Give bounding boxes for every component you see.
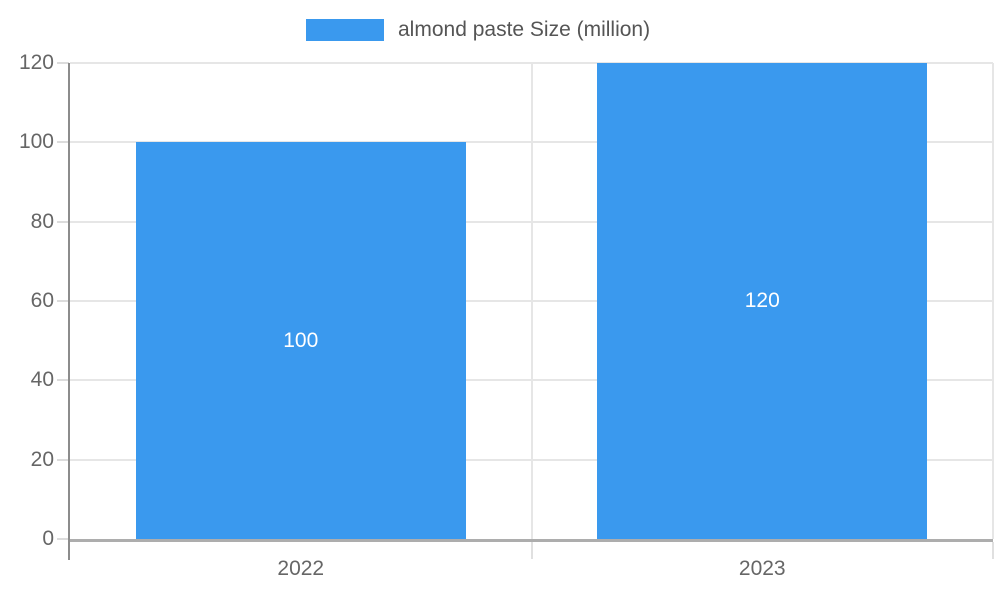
y-axis-tick bbox=[57, 379, 69, 382]
x-axis-line bbox=[70, 539, 993, 542]
bar-value-label: 120 bbox=[744, 289, 780, 312]
y-axis-tick bbox=[57, 538, 69, 540]
legend: almond paste Size (million) bbox=[306, 18, 650, 42]
y-axis-tick-label: 80 bbox=[30, 209, 54, 233]
x-axis-tick bbox=[530, 542, 533, 559]
bar-2023: 120 bbox=[597, 63, 928, 539]
x-axis-category-label: 2023 bbox=[738, 557, 786, 580]
y-axis-tick-label: 60 bbox=[30, 289, 54, 312]
y-axis-tick-label: 0 bbox=[42, 527, 54, 550]
y-axis-tick bbox=[57, 300, 69, 302]
y-axis-tick bbox=[57, 62, 69, 64]
y-axis-tick bbox=[57, 141, 69, 144]
y-axis-tick-label: 120 bbox=[18, 51, 54, 74]
v-gridline bbox=[992, 63, 994, 539]
legend-swatch bbox=[306, 19, 384, 41]
bar-value-label: 100 bbox=[283, 328, 319, 352]
legend-label: almond paste Size (million) bbox=[398, 18, 651, 41]
v-gridline bbox=[530, 63, 533, 539]
y-axis-line bbox=[68, 63, 70, 560]
y-axis-tick-label: 40 bbox=[30, 368, 54, 392]
y-axis-tick-label: 100 bbox=[18, 130, 54, 154]
bar-2022: 100 bbox=[135, 142, 466, 539]
y-axis-tick bbox=[57, 220, 69, 223]
x-axis-tick bbox=[992, 542, 994, 559]
x-axis-category-label: 2022 bbox=[277, 557, 325, 580]
y-axis-tick-label: 20 bbox=[30, 447, 54, 471]
y-axis-tick bbox=[57, 458, 69, 461]
